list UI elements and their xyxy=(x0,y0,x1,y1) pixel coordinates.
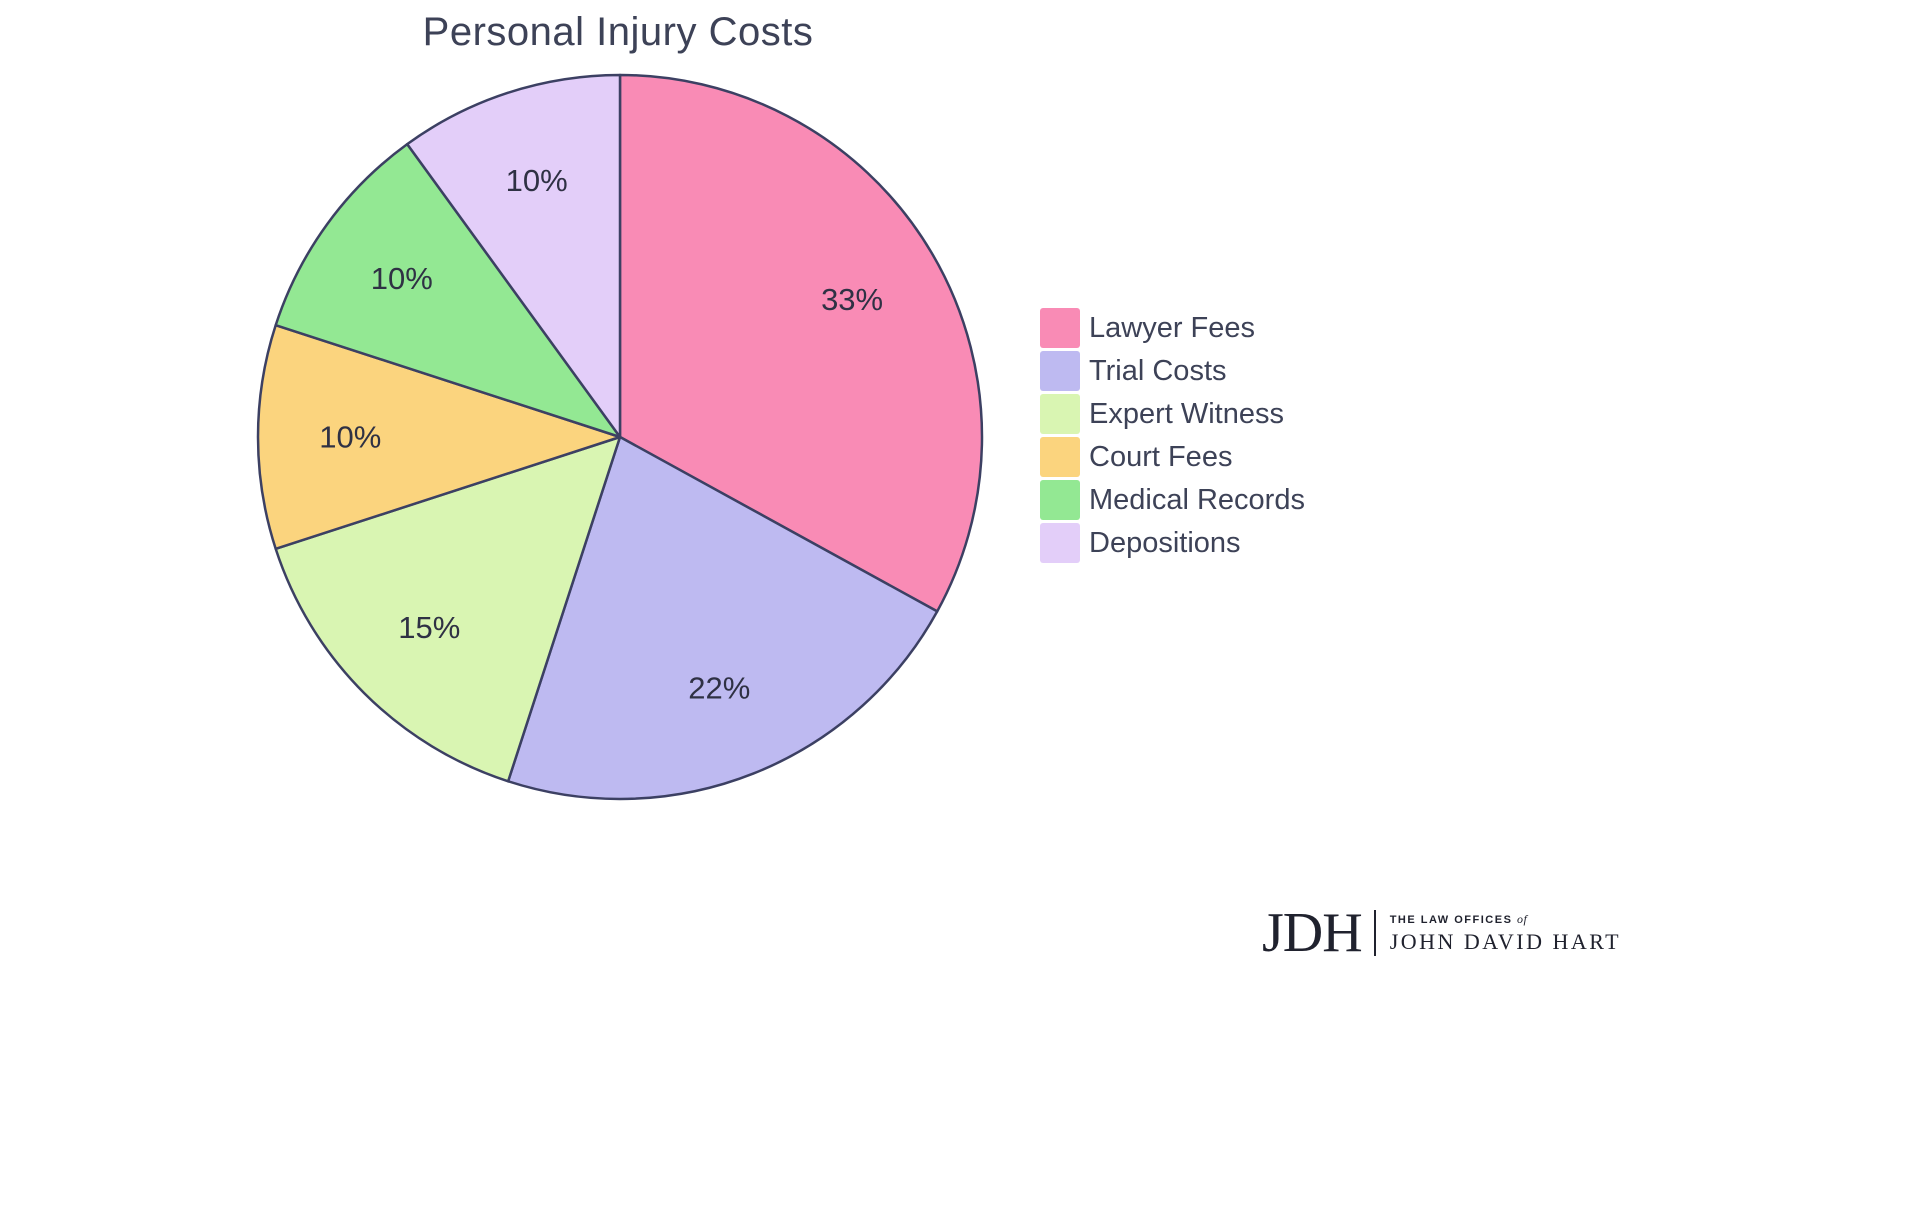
legend-item-expert-witness[interactable]: Expert Witness xyxy=(1040,394,1305,434)
slice-percentage-label: 22% xyxy=(688,670,750,705)
logo-tagline-prefix: THE LAW OFFICES xyxy=(1389,913,1513,926)
legend-item-court-fees[interactable]: Court Fees xyxy=(1040,437,1305,477)
logo-divider xyxy=(1373,910,1376,956)
pie-slice-trial-costs[interactable] xyxy=(506,435,939,801)
logo-monogram: JDH xyxy=(1262,902,1363,964)
legend-swatch xyxy=(1040,480,1080,520)
logo-text: THE LAW OFFICES of JOHN DAVID HART xyxy=(1390,912,1621,955)
legend-swatch xyxy=(1040,394,1080,434)
pie-slice-court-fees[interactable] xyxy=(256,323,622,551)
pie-slice-expert-witness[interactable] xyxy=(274,435,622,783)
legend-item-trial-costs[interactable]: Trial Costs xyxy=(1040,351,1305,391)
slice-percentage-label: 10% xyxy=(506,163,568,198)
law-firm-logo: JDH THE LAW OFFICES of JOHN DAVID HART xyxy=(1262,905,1621,961)
legend: Lawyer Fees Trial Costs Expert Witness C… xyxy=(1040,308,1305,563)
logo-tagline: THE LAW OFFICES of xyxy=(1390,912,1621,927)
legend-swatch xyxy=(1040,437,1080,477)
pie-slice-depositions[interactable] xyxy=(405,73,622,439)
legend-label: Medical Records xyxy=(1089,483,1305,516)
slice-percentage-label: 33% xyxy=(821,282,883,317)
logo-firm-name: JOHN DAVID HART xyxy=(1389,928,1622,954)
chart-title: Personal Injury Costs xyxy=(422,10,814,54)
legend-item-depositions[interactable]: Depositions xyxy=(1040,523,1305,563)
legend-label: Court Fees xyxy=(1089,440,1233,473)
legend-item-lawyer-fees[interactable]: Lawyer Fees xyxy=(1040,308,1305,348)
legend-label: Trial Costs xyxy=(1089,354,1227,387)
legend-swatch xyxy=(1040,351,1080,391)
legend-label: Lawyer Fees xyxy=(1089,311,1256,344)
legend-item-medical-records[interactable]: Medical Records xyxy=(1040,480,1305,520)
legend-label: Expert Witness xyxy=(1089,397,1284,430)
slice-percentage-label: 15% xyxy=(398,610,460,645)
legend-swatch xyxy=(1040,308,1080,348)
pie-slice-medical-records[interactable] xyxy=(274,142,622,439)
legend-swatch xyxy=(1040,523,1080,563)
pie-slice-lawyer-fees[interactable] xyxy=(618,73,984,613)
slice-percentage-label: 10% xyxy=(371,261,433,296)
logo-tagline-of: of xyxy=(1516,911,1528,926)
legend-label: Depositions xyxy=(1089,526,1241,559)
slice-percentage-label: 10% xyxy=(319,420,381,455)
